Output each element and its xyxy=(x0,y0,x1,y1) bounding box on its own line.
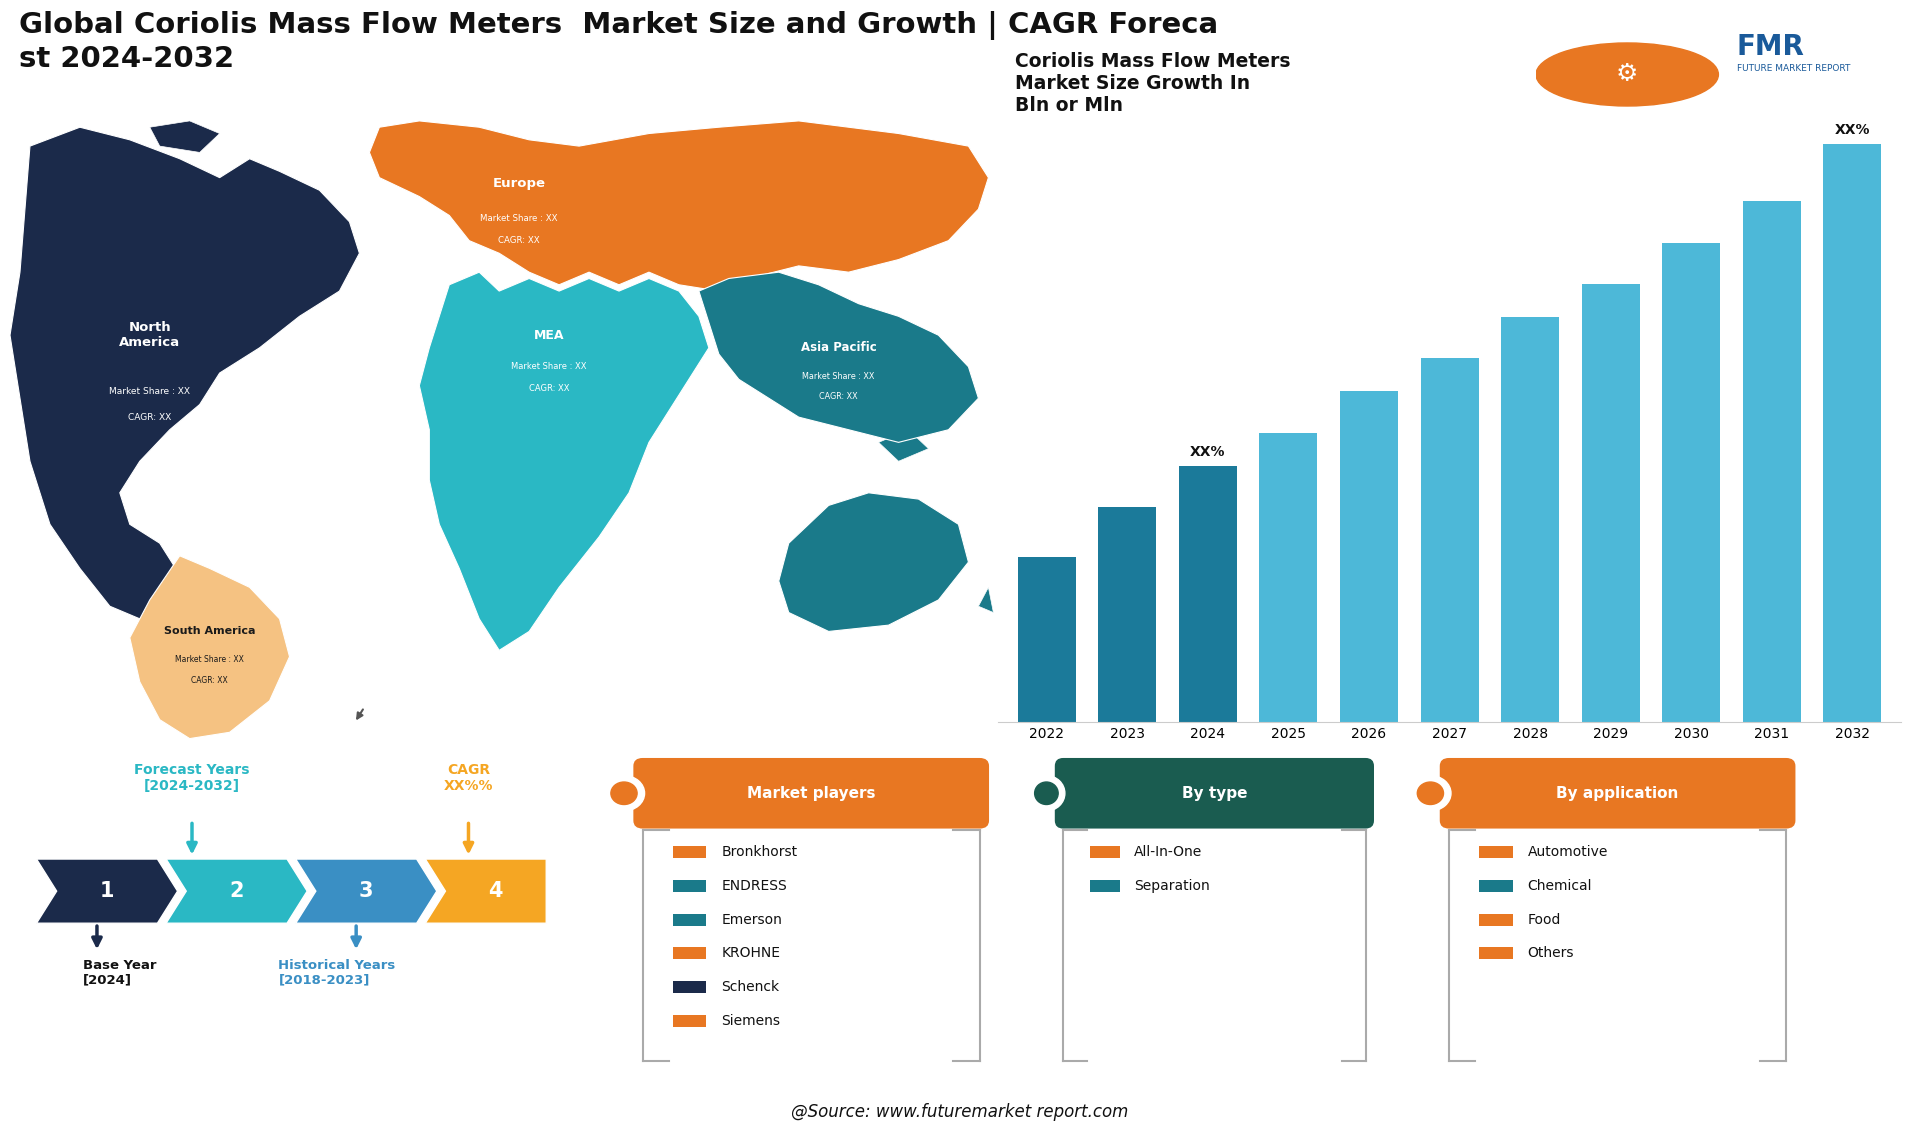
Text: Food: Food xyxy=(1528,912,1561,927)
Text: 1: 1 xyxy=(100,881,115,901)
Text: Asia Pacific: Asia Pacific xyxy=(801,342,877,354)
FancyBboxPatch shape xyxy=(634,758,989,829)
Text: Chemical: Chemical xyxy=(1528,879,1592,893)
Polygon shape xyxy=(699,272,979,442)
FancyBboxPatch shape xyxy=(1440,758,1795,829)
Text: North
America: North America xyxy=(119,321,180,350)
Bar xyxy=(1582,284,1640,722)
Bar xyxy=(672,880,707,892)
Text: Others: Others xyxy=(1528,947,1574,960)
Text: CAGR: XX: CAGR: XX xyxy=(528,384,570,393)
Text: 2: 2 xyxy=(228,881,244,901)
Text: CAGR: XX: CAGR: XX xyxy=(499,236,540,245)
Bar xyxy=(672,846,707,858)
Bar xyxy=(1098,508,1156,722)
Circle shape xyxy=(611,782,637,804)
Bar xyxy=(1478,948,1513,959)
Polygon shape xyxy=(979,587,993,612)
Text: All-In-One: All-In-One xyxy=(1133,846,1202,860)
Text: Historical Years
[2018-2023]: Historical Years [2018-2023] xyxy=(278,958,396,987)
Circle shape xyxy=(603,776,645,811)
Text: Automotive: Automotive xyxy=(1528,846,1609,860)
Circle shape xyxy=(1027,776,1066,811)
Text: FUTURE MARKET REPORT: FUTURE MARKET REPORT xyxy=(1736,64,1851,72)
Text: Bronkhorst: Bronkhorst xyxy=(722,846,797,860)
Bar xyxy=(1663,243,1720,722)
Bar xyxy=(1421,359,1478,722)
Text: MEA: MEA xyxy=(534,329,564,342)
Polygon shape xyxy=(165,860,307,924)
Text: 3: 3 xyxy=(359,881,374,901)
Circle shape xyxy=(1035,782,1058,804)
Text: Emerson: Emerson xyxy=(722,912,781,927)
Text: CAGR: XX: CAGR: XX xyxy=(820,392,858,401)
Bar xyxy=(1018,557,1075,722)
Text: Market Share : XX: Market Share : XX xyxy=(511,362,588,371)
Text: Europe: Europe xyxy=(493,178,545,190)
Bar xyxy=(1478,913,1513,926)
Bar xyxy=(1743,202,1801,722)
Polygon shape xyxy=(10,127,359,619)
Polygon shape xyxy=(296,860,438,924)
Text: Market Share : XX: Market Share : XX xyxy=(175,656,244,665)
Polygon shape xyxy=(419,272,708,651)
Bar xyxy=(1824,143,1882,722)
Text: Market Share : XX: Market Share : XX xyxy=(803,371,876,380)
Text: Schenck: Schenck xyxy=(722,980,780,994)
Text: By type: By type xyxy=(1181,786,1248,801)
Text: Coriolis Mass Flow Meters
Market Size Growth In
Bln or Mln: Coriolis Mass Flow Meters Market Size Gr… xyxy=(1014,52,1290,115)
Text: ENDRESS: ENDRESS xyxy=(722,879,787,893)
Bar xyxy=(672,981,707,994)
Polygon shape xyxy=(369,120,989,291)
Polygon shape xyxy=(150,120,219,152)
Text: CAGR
XX%%: CAGR XX%% xyxy=(444,763,493,793)
Bar xyxy=(672,948,707,959)
Bar xyxy=(1501,317,1559,722)
Text: ⚙: ⚙ xyxy=(1617,63,1638,86)
Polygon shape xyxy=(36,860,177,924)
Text: Market Share : XX: Market Share : XX xyxy=(109,387,190,397)
Text: XX%: XX% xyxy=(1836,123,1870,136)
Bar xyxy=(672,913,707,926)
Bar xyxy=(1478,880,1513,892)
Polygon shape xyxy=(780,493,968,631)
Text: South America: South America xyxy=(163,627,255,636)
Bar xyxy=(672,1014,707,1027)
Text: CAGR: XX: CAGR: XX xyxy=(129,413,171,422)
Circle shape xyxy=(1417,782,1444,804)
Text: XX%: XX% xyxy=(1190,445,1225,460)
Text: Base Year
[2024]: Base Year [2024] xyxy=(83,958,156,987)
Bar xyxy=(1478,846,1513,858)
Text: FMR: FMR xyxy=(1736,33,1805,61)
Text: Market players: Market players xyxy=(747,786,876,801)
Bar xyxy=(1260,433,1317,722)
Text: Global Coriolis Mass Flow Meters  Market Size and Growth | CAGR Foreca
st 2024-2: Global Coriolis Mass Flow Meters Market … xyxy=(19,11,1219,73)
Bar xyxy=(1340,392,1398,722)
Text: KROHNE: KROHNE xyxy=(722,947,780,960)
Text: CAGR: XX: CAGR: XX xyxy=(192,676,228,685)
Polygon shape xyxy=(879,430,929,461)
Text: Market Share : XX: Market Share : XX xyxy=(480,214,559,223)
Bar xyxy=(1091,846,1121,858)
FancyBboxPatch shape xyxy=(1054,758,1375,829)
Text: Separation: Separation xyxy=(1133,879,1210,893)
Circle shape xyxy=(1536,42,1718,107)
Text: Siemens: Siemens xyxy=(722,1014,780,1028)
Polygon shape xyxy=(424,860,547,924)
Text: @Source: www.futuremarket report.com: @Source: www.futuremarket report.com xyxy=(791,1102,1129,1121)
Bar xyxy=(1179,465,1236,722)
Circle shape xyxy=(1409,776,1452,811)
Bar xyxy=(1091,880,1121,892)
Text: 4: 4 xyxy=(488,881,503,901)
Text: By application: By application xyxy=(1557,786,1678,801)
Polygon shape xyxy=(131,556,290,739)
Text: Forecast Years
[2024-2032]: Forecast Years [2024-2032] xyxy=(134,763,250,793)
